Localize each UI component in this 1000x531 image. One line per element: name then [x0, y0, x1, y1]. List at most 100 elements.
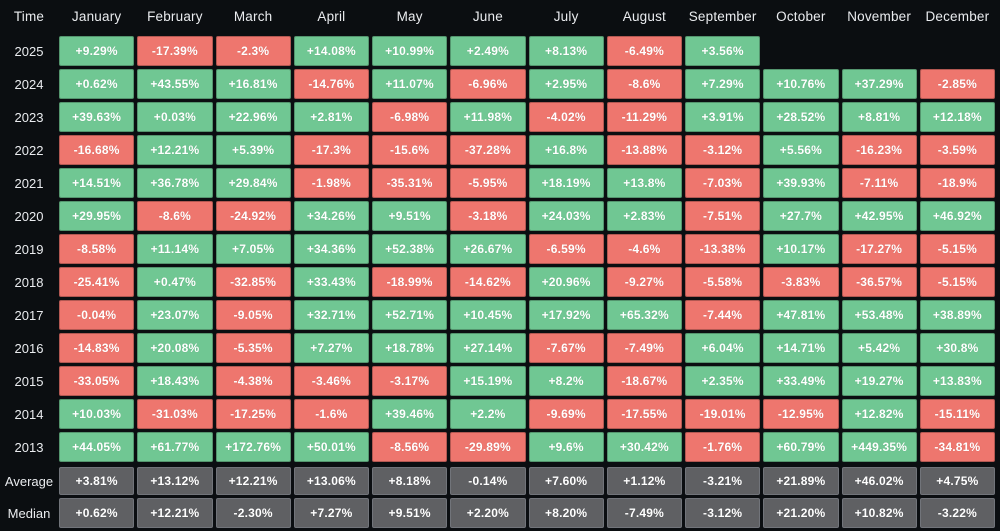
month-header-may: May [396, 9, 423, 24]
row-label-year-2019: 2019 [14, 241, 44, 257]
return-cell: +30.8% [919, 333, 995, 363]
return-cell: +5.39% [215, 135, 291, 165]
return-cell: -2.30% [215, 498, 291, 528]
return-cell: +2.20% [450, 498, 526, 528]
return-cell: +1.12% [606, 467, 682, 495]
time-column-header: Time [13, 9, 45, 24]
return-cell: +7.05% [215, 234, 291, 264]
return-cell: -3.12% [685, 135, 761, 165]
return-cell: -5.35% [215, 333, 291, 363]
return-cell: -37.28% [450, 135, 526, 165]
return-cell: +13.12% [137, 467, 213, 495]
empty-cell [920, 36, 995, 66]
return-cell: -1.98% [293, 168, 369, 198]
empty-cell [763, 36, 838, 66]
return-cell: -36.57% [841, 267, 917, 297]
return-cell: +3.81% [59, 467, 135, 495]
return-cell: +16.81% [215, 69, 291, 99]
return-cell: +18.19% [528, 168, 604, 198]
row-label-year-2014: 2014 [14, 406, 44, 422]
return-cell: -25.41% [59, 267, 135, 297]
month-header-july: July [553, 9, 579, 24]
return-cell: +24.03% [528, 201, 604, 231]
return-cell: -3.59% [919, 135, 995, 165]
return-cell: +26.67% [450, 234, 526, 264]
month-header-february: February [147, 9, 203, 24]
return-cell: -0.14% [450, 467, 526, 495]
month-header-september: September [688, 9, 757, 24]
return-cell: +43.55% [137, 69, 213, 99]
return-cell: +52.71% [372, 300, 448, 330]
monthly-returns-table: Time January February March April May June July… [2, 3, 995, 528]
return-cell: +12.82% [841, 399, 917, 429]
return-cell: +3.56% [685, 36, 761, 66]
return-cell: -18.99% [372, 267, 448, 297]
return-cell: +29.84% [215, 168, 291, 198]
return-cell: -32.85% [215, 267, 291, 297]
return-cell: -6.59% [528, 234, 604, 264]
return-cell: -7.67% [528, 333, 604, 363]
month-header-june: June [472, 9, 503, 24]
return-cell: +33.49% [763, 366, 839, 396]
row-label-year-2015: 2015 [14, 373, 44, 389]
return-cell: +0.03% [137, 102, 213, 132]
row-label-year-2022: 2022 [14, 142, 44, 158]
return-cell: -33.05% [59, 366, 135, 396]
return-cell: +27.14% [450, 333, 526, 363]
row-label-average: Average [4, 473, 54, 489]
return-cell: +23.07% [137, 300, 213, 330]
return-cell: +39.46% [372, 399, 448, 429]
return-cell: -3.22% [919, 498, 995, 528]
return-cell: -11.29% [606, 102, 682, 132]
return-cell: -35.31% [372, 168, 448, 198]
return-cell: +10.76% [763, 69, 839, 99]
return-cell: +13.83% [919, 366, 995, 396]
return-cell: +19.27% [841, 366, 917, 396]
return-cell: +61.77% [137, 432, 213, 462]
return-cell: +8.13% [528, 36, 604, 66]
return-cell: -5.15% [919, 267, 995, 297]
return-cell: +53.48% [841, 300, 917, 330]
return-cell: +10.17% [763, 234, 839, 264]
return-cell: +50.01% [293, 432, 369, 462]
return-cell: +12.21% [137, 498, 213, 528]
month-header-august: August [622, 9, 666, 24]
return-cell: -5.15% [919, 234, 995, 264]
return-cell: -17.3% [293, 135, 369, 165]
return-cell: -8.6% [137, 201, 213, 231]
return-cell: +10.03% [59, 399, 135, 429]
return-cell: +2.81% [293, 102, 369, 132]
return-cell: +15.19% [450, 366, 526, 396]
return-cell: +16.8% [528, 135, 604, 165]
return-cell: +10.82% [841, 498, 917, 528]
return-cell: -13.88% [606, 135, 682, 165]
return-cell: +18.78% [372, 333, 448, 363]
return-cell: +11.07% [372, 69, 448, 99]
return-cell: -34.81% [919, 432, 995, 462]
return-cell: -17.55% [606, 399, 682, 429]
return-cell: +4.75% [919, 467, 995, 495]
return-cell: +172.76% [215, 432, 291, 462]
return-cell: -24.92% [215, 201, 291, 231]
return-cell: +3.91% [685, 102, 761, 132]
return-cell: +39.63% [59, 102, 135, 132]
return-cell: +22.96% [215, 102, 291, 132]
return-cell: -16.68% [59, 135, 135, 165]
return-cell: +9.51% [372, 201, 448, 231]
return-cell: +2.2% [450, 399, 526, 429]
return-cell: -14.62% [450, 267, 526, 297]
return-cell: +10.45% [450, 300, 526, 330]
empty-cell [842, 36, 917, 66]
return-cell: +42.95% [841, 201, 917, 231]
return-cell: +14.51% [59, 168, 135, 198]
row-label-year-2020: 2020 [14, 208, 44, 224]
row-label-year-2017: 2017 [14, 307, 44, 323]
month-header-december: December [925, 9, 990, 24]
return-cell: +34.36% [293, 234, 369, 264]
row-label-year-2021: 2021 [14, 175, 44, 191]
return-cell: -17.39% [137, 36, 213, 66]
return-cell: -14.83% [59, 333, 135, 363]
return-cell: +65.32% [606, 300, 682, 330]
return-cell: -3.21% [685, 467, 761, 495]
return-cell: -13.38% [685, 234, 761, 264]
